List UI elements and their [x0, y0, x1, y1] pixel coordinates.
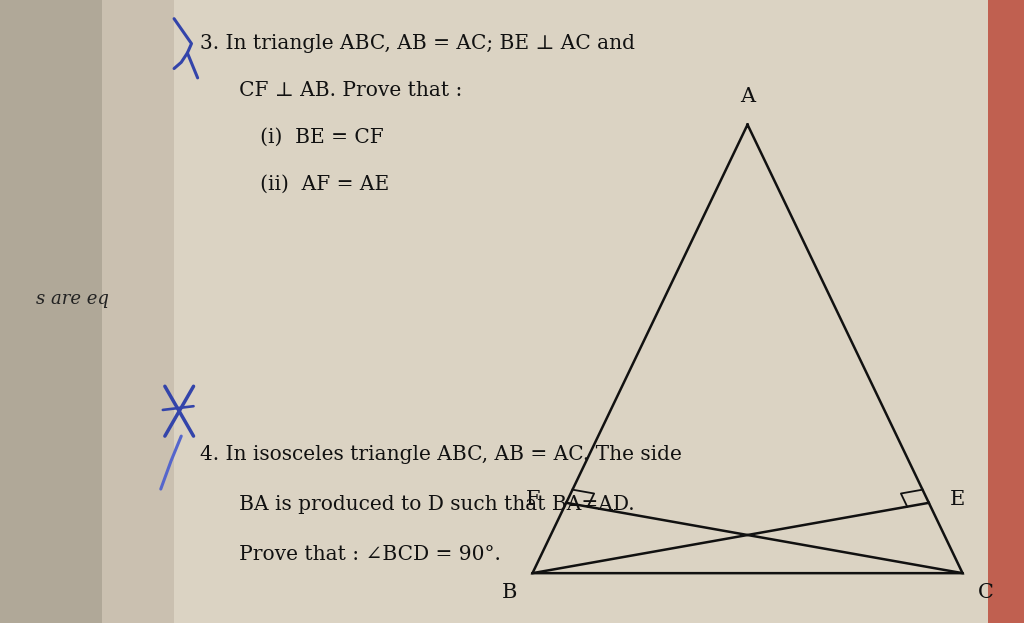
Bar	[174, 0, 988, 623]
Text: C: C	[978, 583, 994, 601]
Bar	[988, 0, 1024, 623]
Text: 3. In triangle ABC, AB = AC; BE ⊥ AC and: 3. In triangle ABC, AB = AC; BE ⊥ AC and	[200, 34, 635, 53]
Text: B: B	[502, 583, 517, 601]
Text: BA is produced to D such that BA=AD.: BA is produced to D such that BA=AD.	[220, 495, 635, 514]
Text: (i)  BE = CF: (i) BE = CF	[241, 128, 383, 146]
Text: F: F	[526, 490, 541, 509]
Text: 4. In isosceles triangle ABC, AB = AC. The side: 4. In isosceles triangle ABC, AB = AC. T…	[200, 445, 682, 464]
Text: Prove that : ∠BCD = 90°.: Prove that : ∠BCD = 90°.	[220, 545, 501, 564]
Bar	[102, 0, 205, 623]
Text: A: A	[740, 87, 755, 106]
Text: (ii)  AF = AE: (ii) AF = AE	[241, 174, 389, 193]
Text: E: E	[949, 490, 965, 509]
Text: CF ⊥ AB. Prove that :: CF ⊥ AB. Prove that :	[220, 81, 463, 100]
Text: s are eq: s are eq	[36, 290, 109, 308]
Bar	[0, 0, 174, 623]
